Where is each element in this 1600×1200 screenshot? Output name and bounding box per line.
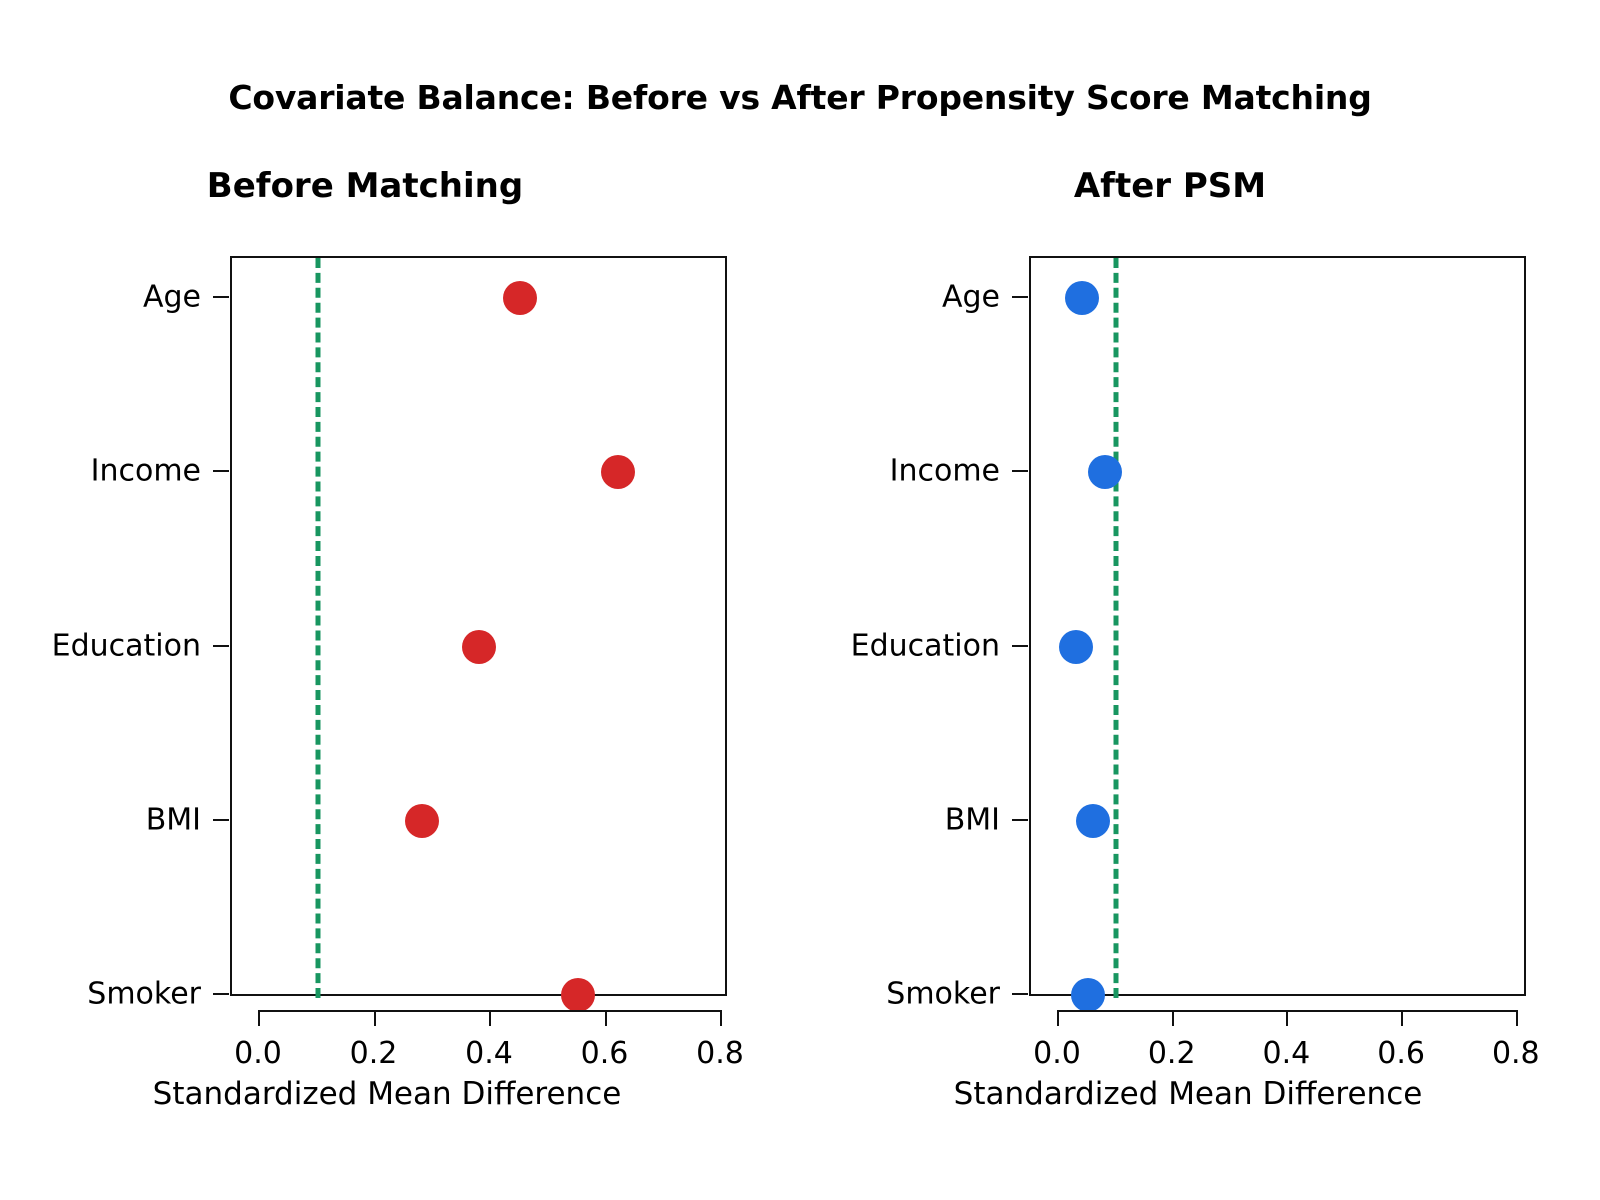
xtick-mark-0.6 [1401, 1010, 1404, 1026]
panel-title-before: Before Matching [206, 166, 524, 206]
ytick-label-education: Education [850, 628, 1000, 663]
xaxis-title-before: Standardized Mean Difference [152, 1076, 622, 1112]
ytick-label-income: Income [90, 453, 201, 489]
threshold-line-0.1 [315, 258, 321, 998]
ytick-label-bmi: BMI [145, 802, 201, 838]
plot-area-after [1029, 256, 1526, 1012]
xtick-label-0.0: 0.0 [1033, 1036, 1081, 1071]
ytick-label-age: Age [142, 279, 201, 315]
ytick-mark-smoker [213, 993, 229, 995]
data-point-smoker [560, 978, 595, 1012]
ytick-mark-bmi [1012, 818, 1028, 821]
xtick-mark-0.2 [1171, 1010, 1174, 1026]
data-layer-after [1031, 258, 1524, 1012]
xtick-label-0.4: 0.4 [1262, 1036, 1311, 1071]
panel-before-matching: Before Matching Age Income Education BMI Smo… [51, 166, 744, 1112]
xtick-label-0.2: 0.2 [349, 1036, 398, 1071]
xtick-mark-0.6 [604, 1010, 607, 1026]
data-point-income [601, 455, 636, 490]
ytick-mark-smoker [1012, 993, 1028, 995]
xtick-mark-0.0 [258, 1010, 260, 1026]
data-point-smoker [1070, 978, 1105, 1012]
xaxis-title-after: Standardized Mean Difference [953, 1076, 1423, 1112]
data-point-age [1064, 281, 1099, 315]
data-point-income [1087, 455, 1122, 490]
data-point-bmi [404, 803, 439, 838]
ytick-mark-income [213, 470, 229, 473]
ytick-label-smoker: Smoker [886, 976, 1000, 1012]
data-point-bmi [1076, 803, 1111, 838]
xtick-label-0.4: 0.4 [465, 1036, 513, 1071]
ytick-mark-education [213, 644, 229, 647]
data-layer-before [232, 258, 725, 1012]
data-point-age [502, 281, 537, 315]
threshold-line-0.1 [1113, 258, 1119, 998]
xtick-label-0.8: 0.8 [696, 1036, 744, 1071]
plot-area-before [230, 256, 727, 1012]
xtick-mark-0.4 [489, 1010, 491, 1026]
xtick-label-0.2: 0.2 [1147, 1036, 1196, 1071]
panel-after-psm: After PSM Age Income Education BMI Smoker 0.0… [800, 0, 1600, 1200]
ytick-label-smoker: Smoker [87, 976, 201, 1012]
data-point-education [1059, 629, 1094, 664]
xtick-label-0.8: 0.8 [1491, 1036, 1540, 1071]
xtick-mark-0.4 [1286, 1010, 1289, 1026]
ytick-mark-bmi [213, 818, 229, 821]
panel-title-after: After PSM [1073, 166, 1267, 206]
ytick-label-bmi: BMI [944, 802, 1000, 838]
xtick-mark-0.2 [373, 1010, 376, 1026]
ytick-label-age: Age [941, 279, 1000, 315]
ytick-mark-income [1012, 470, 1028, 473]
ytick-label-education: Education [51, 628, 201, 663]
data-point-education [462, 629, 497, 664]
xtick-mark-0.8 [1515, 1010, 1518, 1026]
ytick-mark-age [213, 296, 229, 298]
ytick-mark-age [1012, 296, 1028, 298]
ytick-label-income: Income [889, 453, 1000, 489]
xtick-label-0.0: 0.0 [234, 1036, 282, 1071]
ytick-mark-education [1012, 644, 1028, 647]
xtick-mark-0.8 [720, 1010, 722, 1026]
xtick-label-0.6: 0.6 [580, 1036, 629, 1071]
figure-title: Covariate Balance: Before vs After Prope… [228, 78, 1372, 117]
xtick-mark-0.0 [1057, 1010, 1059, 1026]
xtick-label-0.6: 0.6 [1377, 1036, 1425, 1071]
